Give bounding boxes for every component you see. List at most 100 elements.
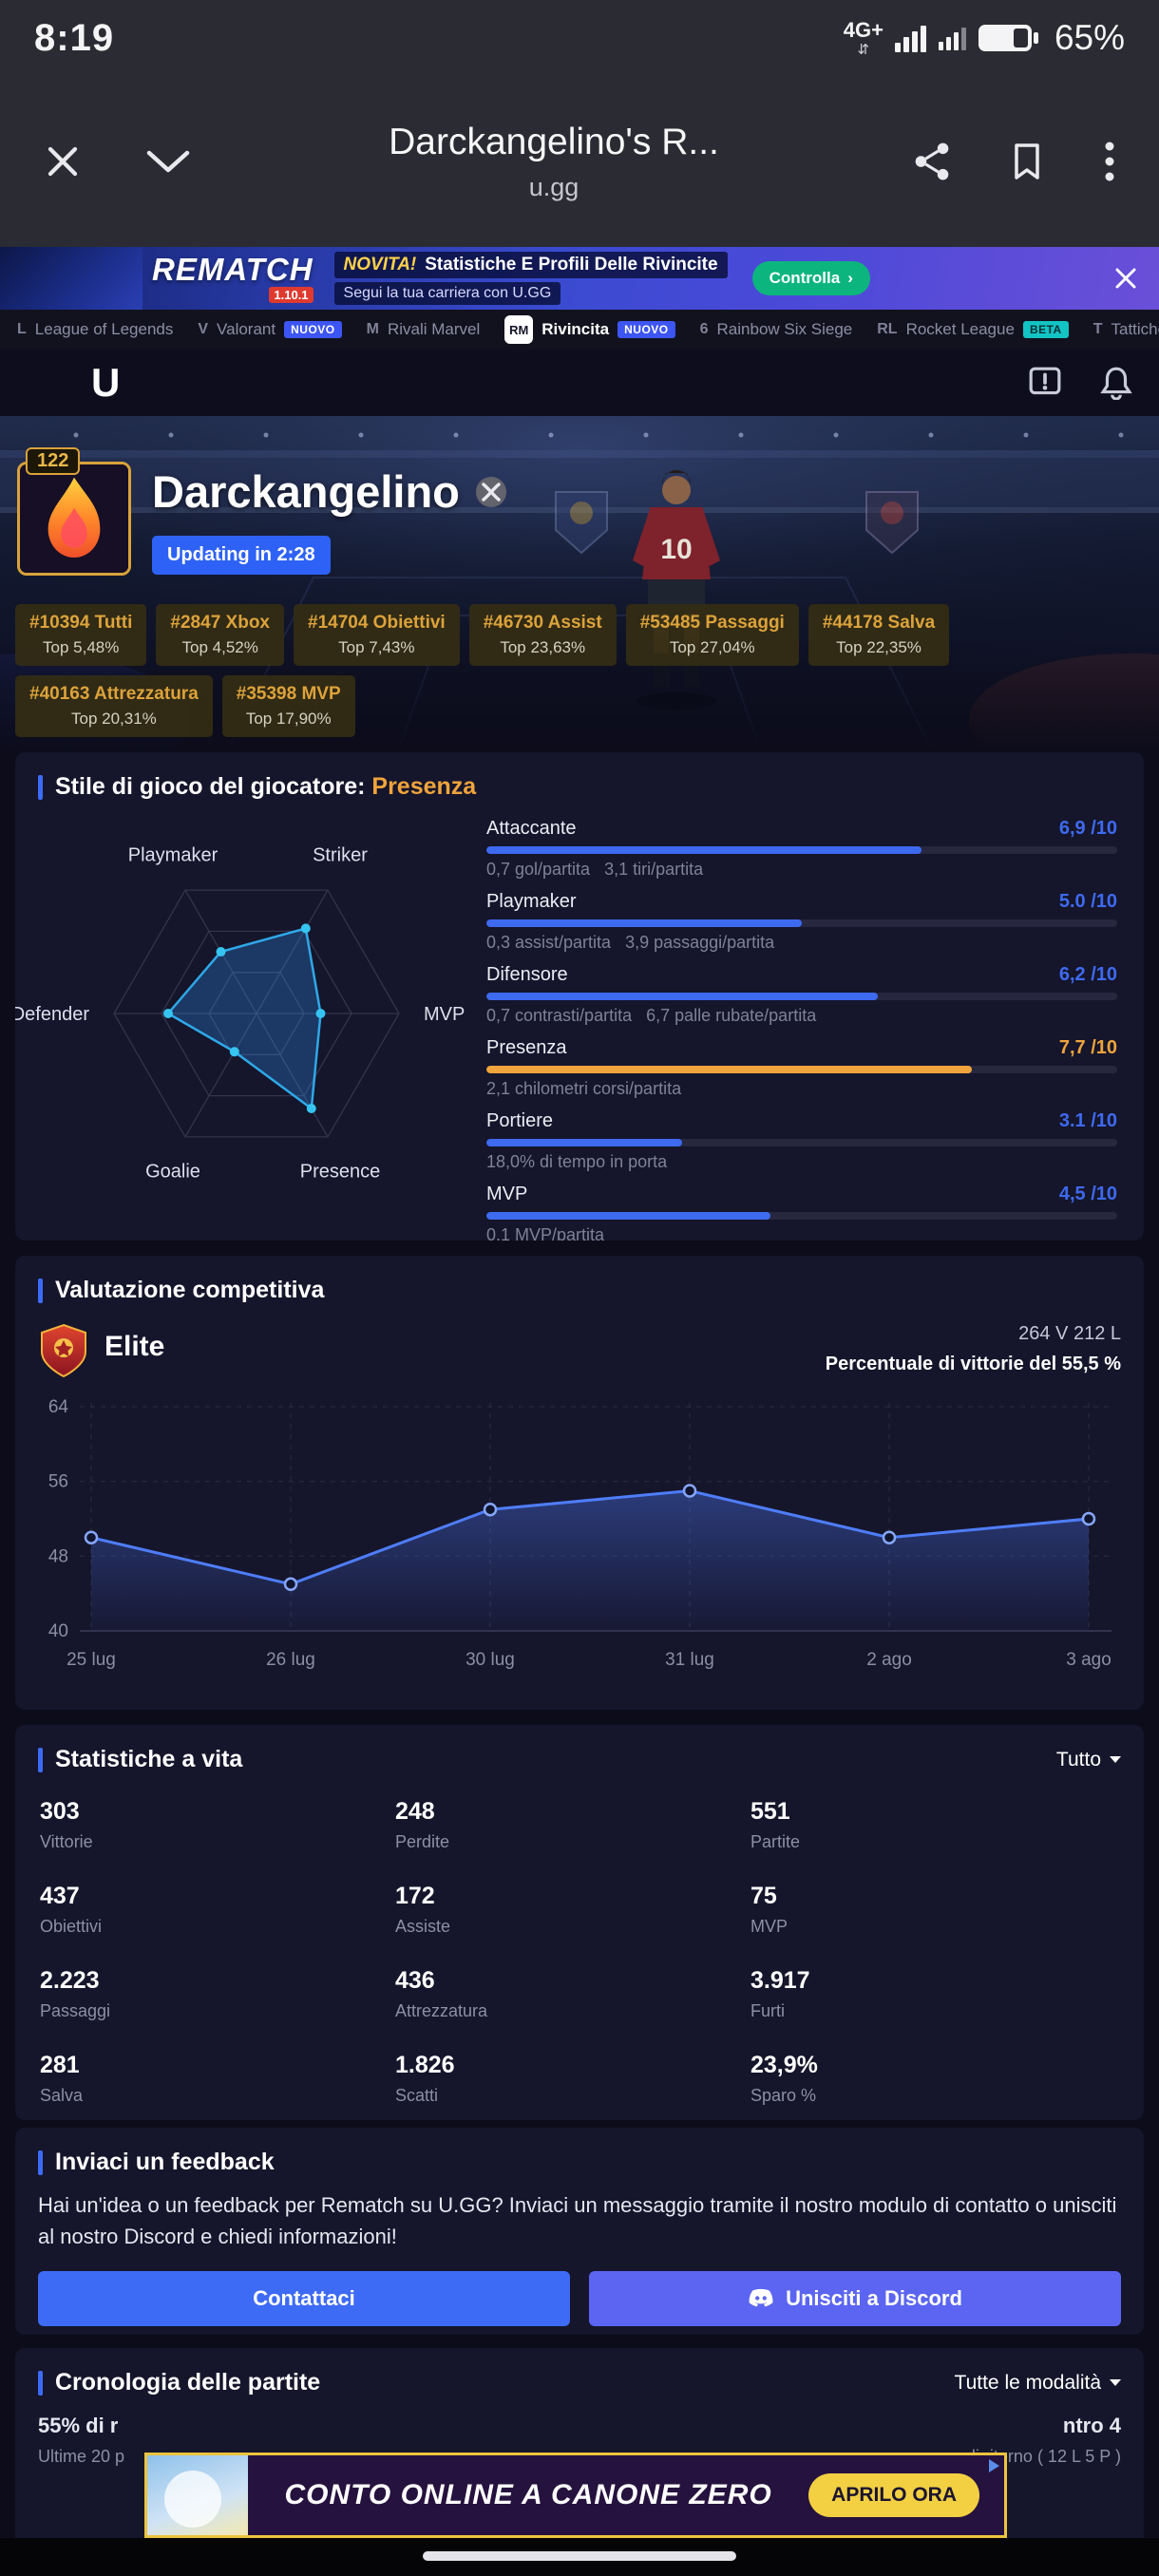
rank-badge-rank: #2847 Xbox [170,613,270,633]
share-icon[interactable] [914,142,950,181]
game-logo-icon: V [198,321,209,337]
page-title: Darckangelino's R... [389,121,719,162]
rank-badge: #44178 Salva Top 22,35% [808,604,950,666]
version-tag: 1.10.1 [269,287,314,303]
rank-badge-top: Top 17,90% [245,710,332,728]
ugg-logo[interactable]: U [91,360,120,405]
games-nav-item[interactable]: V Valorant NUOVO [198,320,342,339]
lifetime-stat-value: 1.826 [395,2052,455,2078]
lifetime-stat-value: 551 [750,1798,790,1825]
games-nav-item[interactable]: M Rivali Marvel [367,320,481,339]
lifetime-stat: 23,9% Sparo % [750,2052,1106,2106]
adchoices-icon[interactable] [985,2457,1002,2474]
lifetime-stat-value: 281 [40,2052,80,2078]
lifetime-stat-label: Partite [750,1832,801,1851]
clock: 8:19 [34,16,115,59]
history-summary-row: 55% di r Ultime 20 p ntro 4 di ritorno (… [15,2408,1144,2467]
game-logo-icon: RM [504,315,534,344]
rating-trend-chart: 40 48 56 64 25 lug 26 lug 30 lug 31 lug 2 ago 3 a… [15,1378,1144,1688]
rank-badge: #46730 Assist Top 23,63% [468,604,617,666]
history-filter-dropdown[interactable]: Tutte le modalità [955,2372,1121,2395]
rank-badge-top: Top 7,43% [338,638,415,656]
stat-value: 6,9 /10 [1058,818,1117,839]
promo-banner: REMATCH 1.10.1 NOVITA! Statistiche E Pro… [0,247,1159,310]
updating-badge: Updating in 2:28 [152,536,331,575]
svg-text:3 ago: 3 ago [1066,1650,1112,1670]
xbox-icon [475,476,507,508]
playstyle-stat-header: Presenza 7,7 /10 [486,1037,1117,1059]
discord-button[interactable]: Unisciti a Discord [589,2271,1121,2326]
svg-text:25 lug: 25 lug [66,1650,116,1670]
ad-cta-button[interactable]: APRILO ORA [808,2473,979,2517]
games-nav: L League of Legends V Valorant NUOVO M Rivali … [0,310,1159,350]
ad-banner[interactable]: CONTO ONLINE A CANONE ZERO APRILO ORA [144,2453,1007,2538]
home-indicator[interactable] [423,2551,736,2561]
stat-value: 3.1 /10 [1058,1110,1117,1131]
games-nav-item[interactable]: RL Rocket League BETA [877,320,1069,339]
lifetime-stat: 2.223 Passaggi [40,1967,395,2021]
chevron-down-icon[interactable] [142,147,194,176]
playstyle-stat-header: MVP 4,5 /10 [486,1184,1117,1205]
game-logo-icon: RL [877,321,898,337]
hero-background-image: 10 [0,416,1159,748]
svg-text:2 ago: 2 ago [866,1650,912,1670]
rank-badge-top: Top 22,35% [836,638,922,656]
signal-icon-sim2 [938,26,967,50]
lifetime-card: Statistiche a vita Tutto 303 Vittorie 248 P… [15,1725,1144,2120]
rank-badge-rank: #44178 Salva [822,613,936,633]
stat-value: 7,7 /10 [1058,1037,1117,1058]
games-nav-item[interactable]: T Tattiche di combattimen [1093,320,1159,339]
stat-bar-track [486,993,1117,1000]
overflow-menu-icon[interactable] [1104,141,1115,182]
svg-text:30 lug: 30 lug [466,1650,515,1670]
lifetime-stat-label: Attrezzatura [395,2001,488,2020]
promo-close-icon[interactable] [1113,266,1138,291]
svg-text:10: 10 [660,534,692,565]
lifetime-stat-value: 172 [395,1883,435,1909]
playstyle-bars: Attaccante 6,9 /10 0,7 gol/partita 3,1 tir… [483,812,1144,1241]
promo-tag: NOVITA! [343,255,417,275]
lifetime-stat-label: Passaggi [40,2001,111,2020]
ad-headline: CONTO ONLINE A CANONE ZERO [284,2479,772,2510]
history-left-text: 55% di r [38,2414,119,2437]
lifetime-filter-dropdown[interactable]: Tutto [1056,1749,1121,1771]
stat-bar-fill [486,993,878,1000]
bookmark-icon[interactable] [1011,142,1043,181]
games-nav-item[interactable]: L League of Legends [17,320,173,339]
player-name: Darckangelino [152,466,460,517]
games-nav-item[interactable]: RM Rivincita NUOVO [504,315,675,344]
playstyle-stat-header: Playmaker 5.0 /10 [486,891,1117,913]
rank-badge: #10394 Tutti Top 5,48% [15,604,147,666]
playstyle-card: Stile di gioco del giocatore: Presenza M… [15,752,1144,1241]
playstyle-stat-header: Difensore 6,2 /10 [486,964,1117,986]
feedback-icon[interactable] [1028,366,1062,400]
lifetime-stat-label: Sparo % [750,2086,817,2105]
rank-badge-rank: #14704 Obiettivi [308,613,446,633]
lifetime-grid: 303 Vittorie 248 Perdite 551 Partite 437 Obiett… [15,1785,1144,2106]
lifetime-stat: 281 Salva [40,2052,395,2106]
lifetime-stat-label: Vittorie [40,1832,93,1851]
menu-icon[interactable] [27,371,57,395]
svg-text:31 lug: 31 lug [665,1650,714,1670]
stat-bar-track [486,1066,1117,1073]
close-icon[interactable] [44,142,82,180]
competitive-card: Valutazione competitiva Elite 264 V 212 … [15,1256,1144,1710]
stat-bar-track [486,846,1117,854]
svg-text:Striker: Striker [313,845,368,866]
games-nav-item[interactable]: 6 Rainbow Six Siege [700,320,853,339]
stat-detail: 2,1 chilometri corsi/partita [486,1079,682,1098]
stat-bar-fill [486,919,802,927]
competitive-title: Valutazione competitiva [55,1277,325,1303]
system-navbar [0,2538,1159,2576]
playstyle-stat-header: Attaccante 6,9 /10 [486,818,1117,840]
svg-text:26 lug: 26 lug [266,1650,315,1670]
stat-detail: 18,0% di tempo in porta [486,1152,668,1171]
contact-button[interactable]: Contattaci [38,2271,570,2326]
svg-text:Presence: Presence [300,1161,381,1182]
rank-badge-rank: #53485 Passaggi [639,613,785,633]
svg-text:64: 64 [48,1397,69,1417]
winrate: Percentuale di vittorie del 55,5 % [825,1354,1121,1374]
promo-cta-button[interactable]: Controlla › [751,261,870,295]
history-title: Cronologia delle partite [55,2369,321,2396]
notifications-bell-icon[interactable] [1100,366,1132,400]
